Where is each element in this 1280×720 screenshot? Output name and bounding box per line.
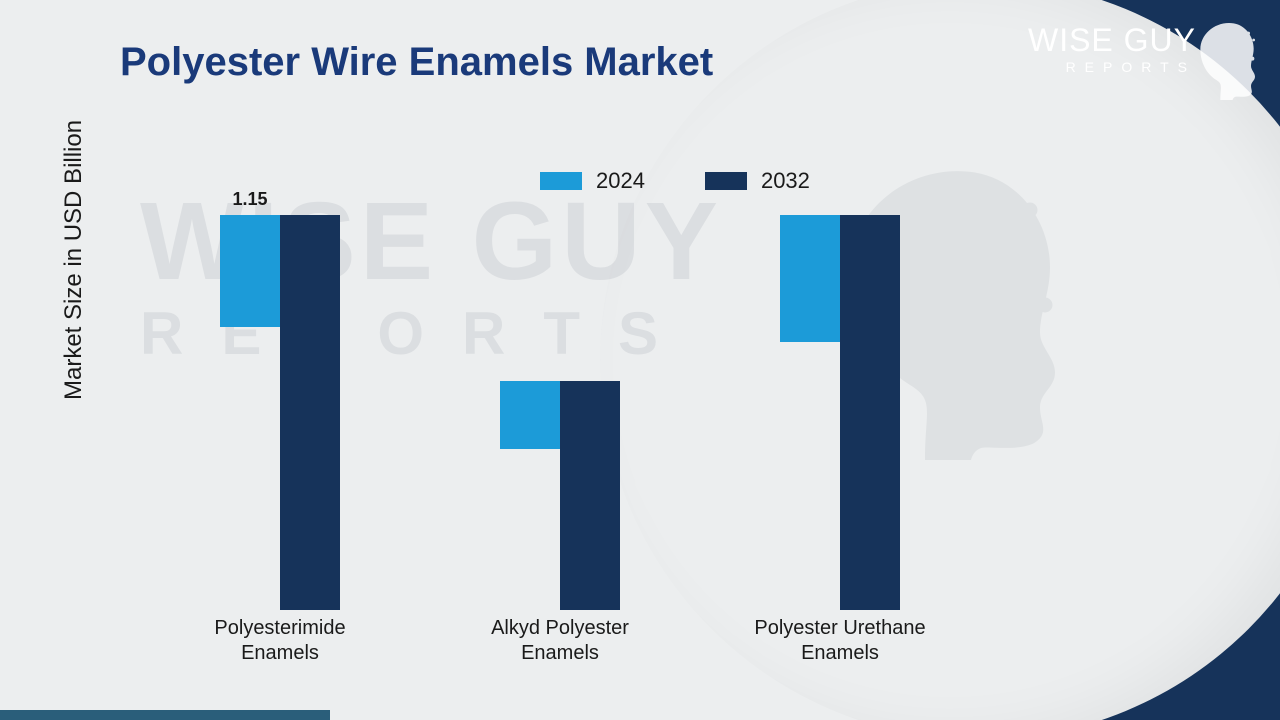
bar bbox=[840, 215, 900, 610]
bar-group: 1.15Polyesterimide Enamels bbox=[190, 215, 370, 610]
brand-main: WISE GUY bbox=[1028, 24, 1196, 56]
legend-swatch-2024 bbox=[540, 172, 582, 190]
brand-sub: REPORTS bbox=[1028, 60, 1196, 74]
y-axis-label: Market Size in USD Billion bbox=[60, 120, 88, 400]
legend-label-2032: 2032 bbox=[761, 168, 810, 194]
bar-value-label: 1.15 bbox=[232, 189, 267, 210]
plot: 1.15Polyesterimide Enamels Alkyd Polyeste… bbox=[130, 210, 950, 610]
bar bbox=[560, 381, 620, 610]
bar bbox=[780, 215, 840, 342]
chart-area: 1.15Polyesterimide Enamels Alkyd Polyeste… bbox=[130, 210, 950, 610]
bottom-accent-bar bbox=[0, 710, 330, 720]
category-label: Polyester Urethane Enamels bbox=[740, 616, 940, 666]
legend: 2024 2032 bbox=[540, 168, 810, 194]
legend-label-2024: 2024 bbox=[596, 168, 645, 194]
bar: 1.15 bbox=[220, 215, 280, 327]
legend-swatch-2032 bbox=[705, 172, 747, 190]
legend-item-2024: 2024 bbox=[540, 168, 645, 194]
brand-logo: WISE GUY REPORTS bbox=[1028, 24, 1256, 74]
legend-item-2032: 2032 bbox=[705, 168, 810, 194]
bar bbox=[280, 215, 340, 610]
bar-group: Polyester Urethane Enamels bbox=[750, 215, 930, 610]
chart-title: Polyester Wire Enamels Market bbox=[120, 40, 713, 85]
bar bbox=[500, 381, 560, 449]
category-label: Polyesterimide Enamels bbox=[180, 616, 380, 666]
bar-group: Alkyd Polyester Enamels bbox=[470, 381, 650, 610]
stage: WISE GUY REPORTS WISE GUY REPORTS Polyes… bbox=[0, 0, 1280, 720]
category-label: Alkyd Polyester Enamels bbox=[460, 616, 660, 666]
